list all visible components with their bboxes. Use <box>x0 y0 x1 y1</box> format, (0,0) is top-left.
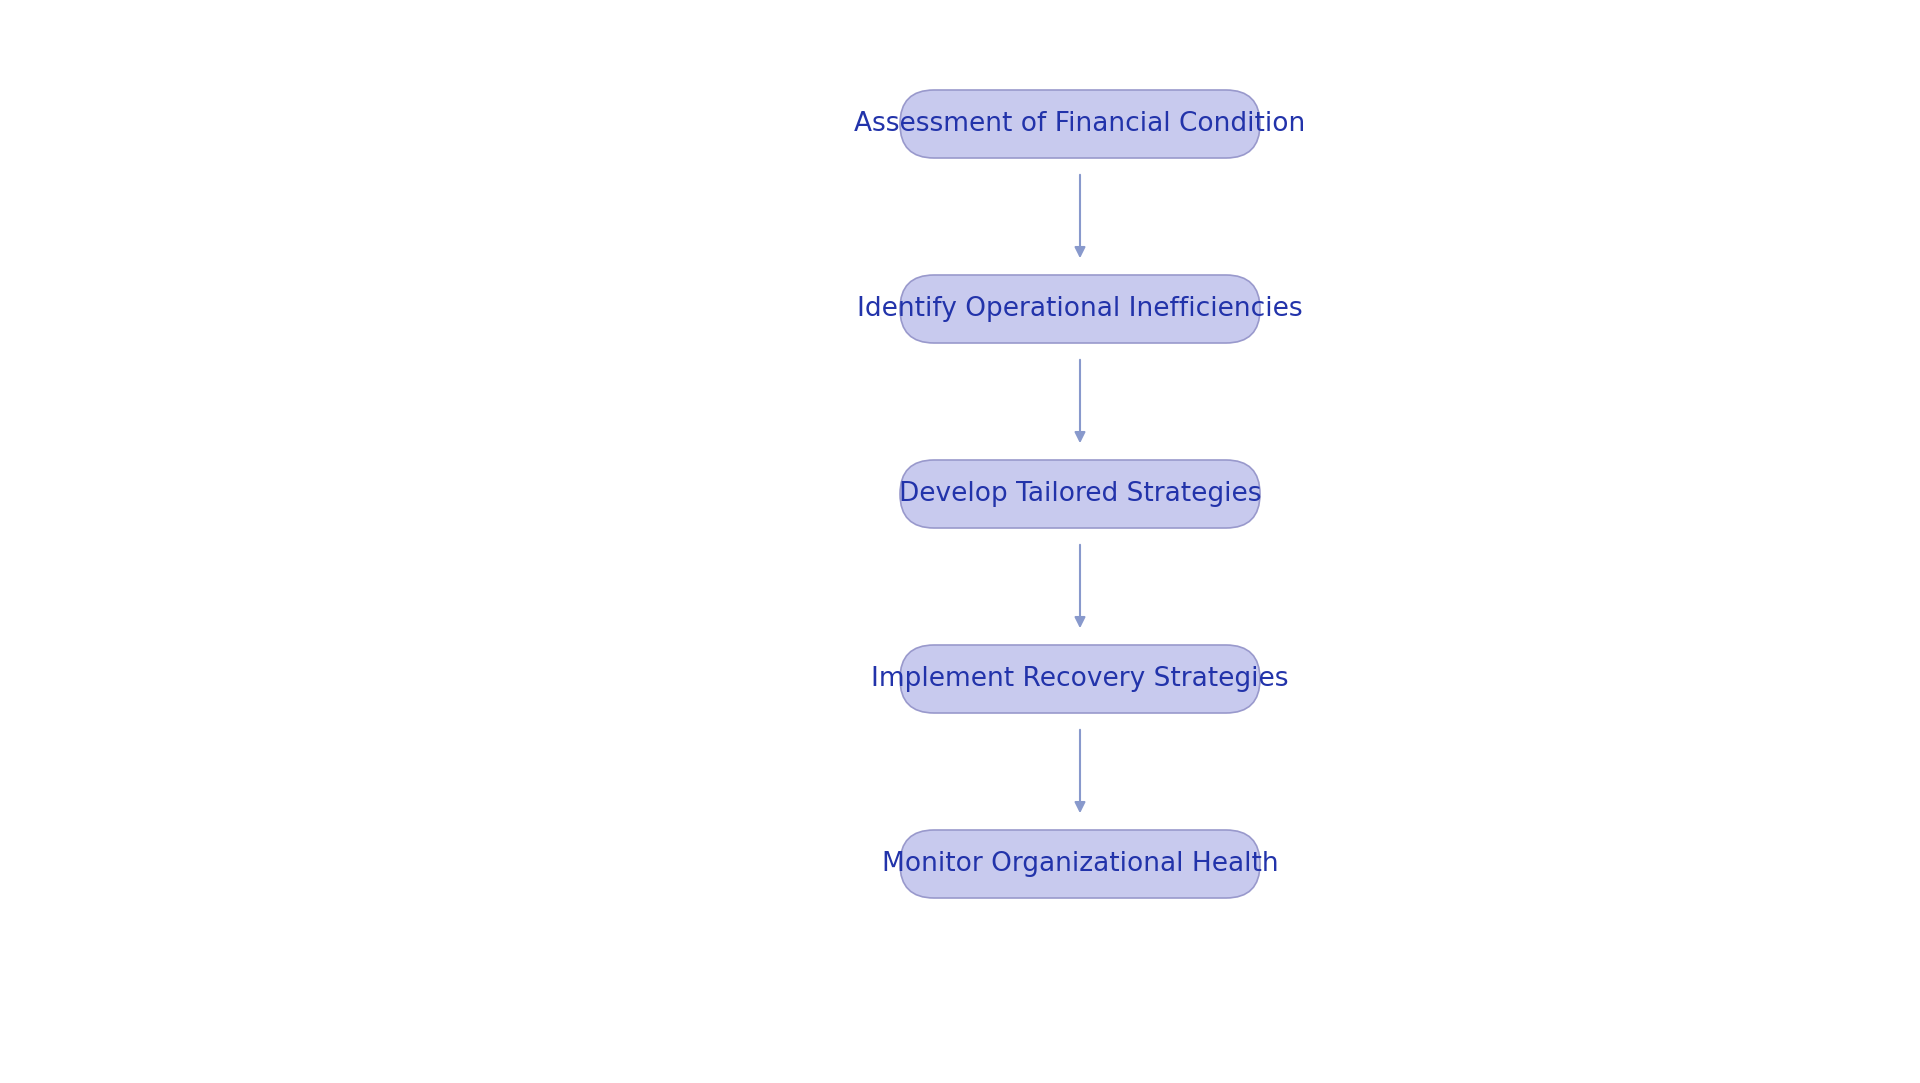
FancyBboxPatch shape <box>900 275 1260 343</box>
FancyBboxPatch shape <box>900 90 1260 158</box>
Text: Implement Recovery Strategies: Implement Recovery Strategies <box>872 666 1288 692</box>
FancyBboxPatch shape <box>900 830 1260 898</box>
FancyBboxPatch shape <box>900 645 1260 713</box>
Text: Identify Operational Inefficiencies: Identify Operational Inefficiencies <box>856 296 1304 322</box>
Text: Develop Tailored Strategies: Develop Tailored Strategies <box>899 481 1261 507</box>
FancyBboxPatch shape <box>900 460 1260 529</box>
Text: Monitor Organizational Health: Monitor Organizational Health <box>881 851 1279 877</box>
Text: Assessment of Financial Condition: Assessment of Financial Condition <box>854 110 1306 138</box>
